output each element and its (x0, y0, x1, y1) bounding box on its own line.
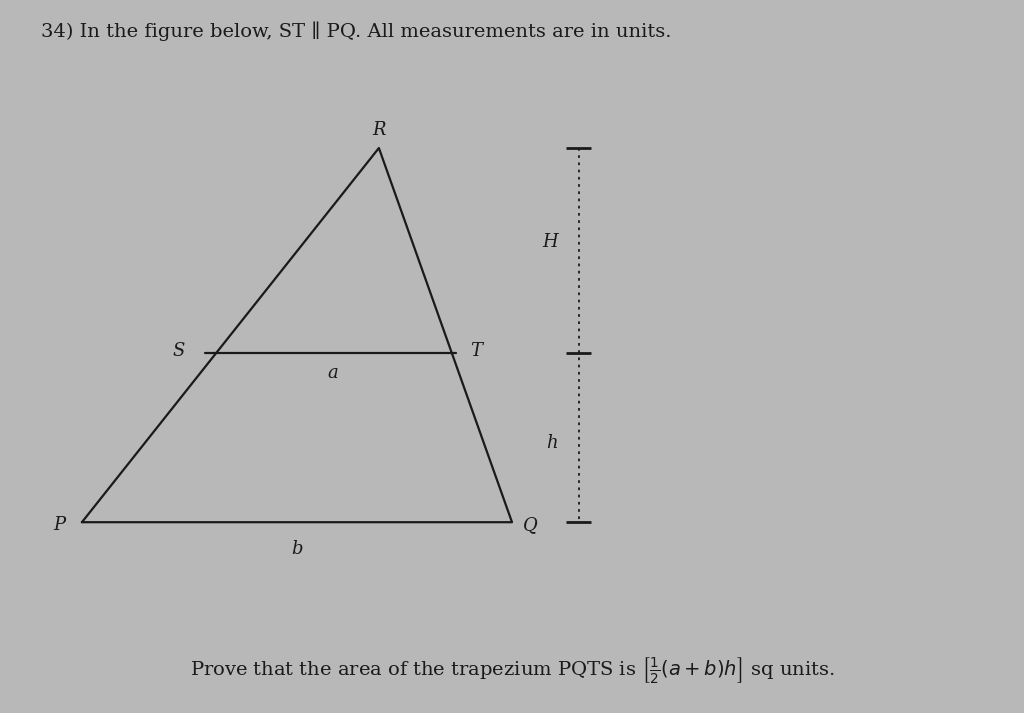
Text: 34) In the figure below, ST ∥ PQ. All measurements are in units.: 34) In the figure below, ST ∥ PQ. All me… (41, 21, 672, 41)
Text: h: h (547, 434, 558, 452)
Text: H: H (543, 232, 558, 250)
Text: a: a (328, 364, 338, 382)
Text: R: R (372, 121, 386, 140)
Text: P: P (53, 516, 66, 534)
Text: T: T (470, 342, 482, 361)
Text: S: S (172, 342, 184, 361)
Text: Q: Q (523, 516, 538, 534)
Text: b: b (291, 540, 303, 558)
Text: Prove that the area of the trapezium PQTS is $\left[\frac{1}{2}(a+b)h\right]$ sq: Prove that the area of the trapezium PQT… (189, 655, 835, 685)
